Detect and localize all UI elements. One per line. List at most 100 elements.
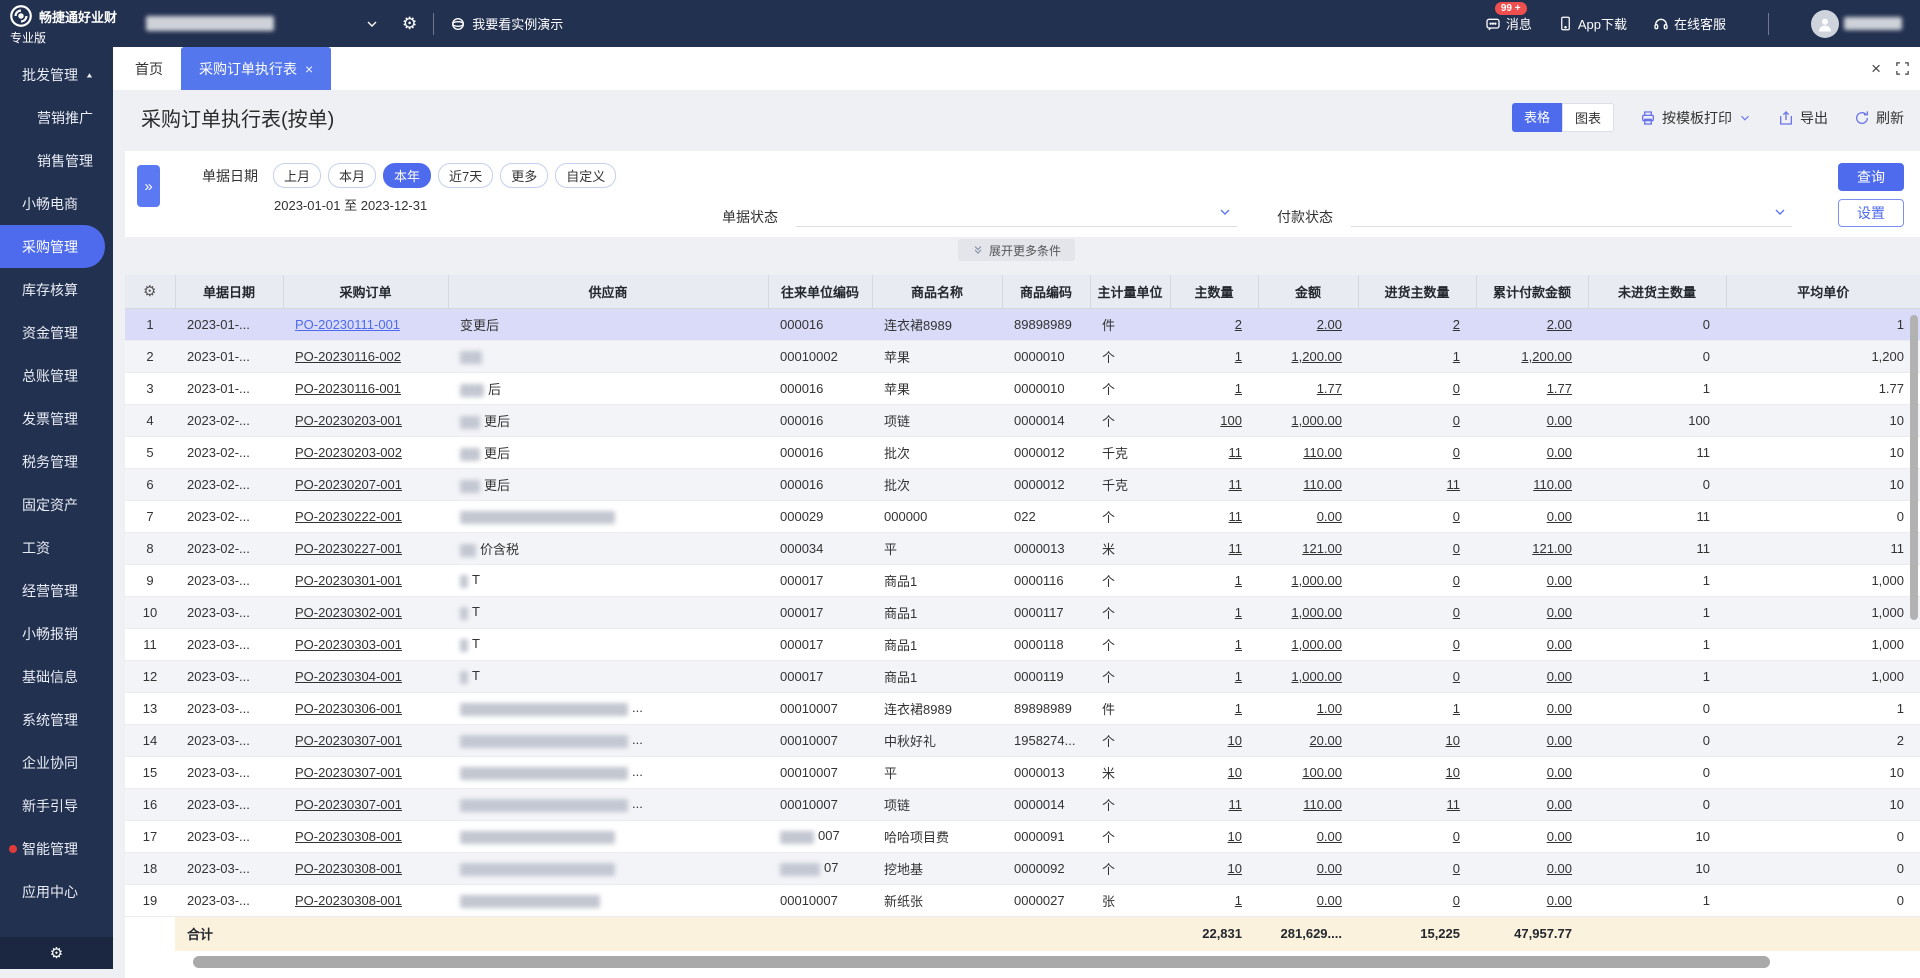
amt-link[interactable]: 110.00 xyxy=(1303,797,1342,812)
settings-button[interactable]: 设置 xyxy=(1838,199,1904,227)
date-pill-自定义[interactable]: 自定义 xyxy=(555,163,616,188)
po-link[interactable]: PO-20230203-002 xyxy=(295,445,402,460)
qty-link[interactable]: 11 xyxy=(1229,797,1243,812)
col-header-amt[interactable]: 金额 xyxy=(1258,275,1358,308)
paid-link[interactable]: 0.00 xyxy=(1547,797,1572,812)
paid-link[interactable]: 0.00 xyxy=(1547,573,1572,588)
po-link[interactable]: PO-20230308-001 xyxy=(295,893,402,908)
sidebar-item-payroll[interactable]: 工资 xyxy=(0,526,113,569)
sidebar-item-tax[interactable]: 税务管理 xyxy=(0,440,113,483)
search-button[interactable]: 查询 xyxy=(1838,163,1904,191)
po-link[interactable]: PO-20230306-001 xyxy=(295,701,402,716)
paid-link[interactable]: 0.00 xyxy=(1547,413,1572,428)
qty-link[interactable]: 10 xyxy=(1228,861,1242,876)
po-link[interactable]: PO-20230111-001 xyxy=(295,317,400,332)
amt-link[interactable]: 20.00 xyxy=(1309,733,1342,748)
amt-link[interactable]: 1,000.00 xyxy=(1291,573,1342,588)
collapse-filters-button[interactable]: » xyxy=(137,165,160,207)
paid-link[interactable]: 0.00 xyxy=(1547,509,1572,524)
po-link[interactable]: PO-20230116-001 xyxy=(295,381,401,396)
paid-link[interactable]: 2.00 xyxy=(1547,317,1572,332)
qty-link[interactable]: 1 xyxy=(1235,573,1242,588)
po-link[interactable]: PO-20230207-001 xyxy=(295,477,402,492)
date-pill-本月[interactable]: 本月 xyxy=(328,163,376,188)
settings-gear-icon[interactable]: ⚙ xyxy=(402,15,417,32)
sidebar-item-ledger[interactable]: 总账管理 xyxy=(0,354,113,397)
col-header-prod[interactable]: 商品名称 xyxy=(872,275,1002,308)
sidebar-item-ecommerce[interactable]: 小畅电商 xyxy=(0,182,113,225)
date-pill-上月[interactable]: 上月 xyxy=(273,163,321,188)
qty-link[interactable]: 1 xyxy=(1235,893,1242,908)
po-link[interactable]: PO-20230116-002 xyxy=(295,349,401,364)
rcv-link[interactable]: 0 xyxy=(1453,509,1460,524)
rcv-link[interactable]: 10 xyxy=(1446,733,1460,748)
sidebar-item-marketing[interactable]: 营销推广 xyxy=(0,96,113,139)
export-button[interactable]: 导出 xyxy=(1778,108,1828,128)
paid-link[interactable]: 0.00 xyxy=(1547,605,1572,620)
amt-link[interactable]: 1.00 xyxy=(1317,701,1342,716)
paid-link[interactable]: 0.00 xyxy=(1547,893,1572,908)
print-button[interactable]: 按模板打印 xyxy=(1640,108,1752,128)
po-link[interactable]: PO-20230307-001 xyxy=(295,797,402,812)
qty-link[interactable]: 11 xyxy=(1229,541,1243,556)
po-link[interactable]: PO-20230301-001 xyxy=(295,573,402,588)
fullscreen-icon[interactable] xyxy=(1895,61,1910,76)
sidebar-item-reimburse[interactable]: 小畅报销 xyxy=(0,612,113,655)
amt-link[interactable]: 1,000.00 xyxy=(1291,669,1342,684)
rcv-link[interactable]: 0 xyxy=(1453,445,1460,460)
vertical-scrollbar[interactable] xyxy=(1910,315,1918,620)
qty-link[interactable]: 2 xyxy=(1235,317,1242,332)
col-header-sup[interactable]: 供应商 xyxy=(448,275,768,308)
paid-link[interactable]: 0.00 xyxy=(1547,669,1572,684)
qty-link[interactable]: 1 xyxy=(1235,637,1242,652)
paid-link[interactable]: 0.00 xyxy=(1547,829,1572,844)
amt-link[interactable]: 100.00 xyxy=(1302,765,1342,780)
sidebar-item-inventory[interactable]: 库存核算 xyxy=(0,268,113,311)
col-header-po[interactable]: 采购订单 xyxy=(283,275,448,308)
amt-link[interactable]: 0.00 xyxy=(1317,893,1342,908)
amt-link[interactable]: 110.00 xyxy=(1303,477,1342,492)
paid-link[interactable]: 0.00 xyxy=(1547,765,1572,780)
po-link[interactable]: PO-20230222-001 xyxy=(295,509,402,524)
sidebar-item-smart-mgmt[interactable]: 智能管理 xyxy=(0,827,113,870)
amt-link[interactable]: 0.00 xyxy=(1317,509,1342,524)
demo-link[interactable]: 我要看实例演示 xyxy=(450,14,563,33)
rcv-link[interactable]: 0 xyxy=(1453,413,1460,428)
paid-link[interactable]: 0.00 xyxy=(1547,733,1572,748)
chevron-down-icon[interactable] xyxy=(1738,111,1752,125)
qty-link[interactable]: 11 xyxy=(1229,509,1243,524)
user-menu[interactable] xyxy=(1811,10,1902,38)
rcv-link[interactable]: 0 xyxy=(1453,541,1460,556)
payment-status-select[interactable] xyxy=(1351,201,1792,227)
sidebar-item-system[interactable]: 系统管理 xyxy=(0,698,113,741)
qty-link[interactable]: 11 xyxy=(1229,477,1243,492)
amt-link[interactable]: 110.00 xyxy=(1303,445,1342,460)
po-link[interactable]: PO-20230303-001 xyxy=(295,637,402,652)
tab-home[interactable]: 首页 xyxy=(117,47,181,90)
paid-link[interactable]: 1,200.00 xyxy=(1521,349,1572,364)
amt-link[interactable]: 0.00 xyxy=(1317,861,1342,876)
qty-link[interactable]: 11 xyxy=(1229,445,1243,460)
date-range-value[interactable]: 2023-01-01 至 2023-12-31 xyxy=(274,195,722,214)
sidebar-item-invoice[interactable]: 发票管理 xyxy=(0,397,113,440)
paid-link[interactable]: 110.00 xyxy=(1533,477,1572,492)
paid-link[interactable]: 0.00 xyxy=(1547,861,1572,876)
rcv-link[interactable]: 0 xyxy=(1453,573,1460,588)
view-table-button[interactable]: 表格 xyxy=(1512,103,1562,132)
rcv-link[interactable]: 10 xyxy=(1446,765,1460,780)
po-link[interactable]: PO-20230307-001 xyxy=(295,733,402,748)
sidebar-item-beginner-guide[interactable]: 新手引导 xyxy=(0,784,113,827)
tab-po-report[interactable]: 采购订单执行表× xyxy=(181,47,331,90)
qty-link[interactable]: 1 xyxy=(1235,381,1242,396)
